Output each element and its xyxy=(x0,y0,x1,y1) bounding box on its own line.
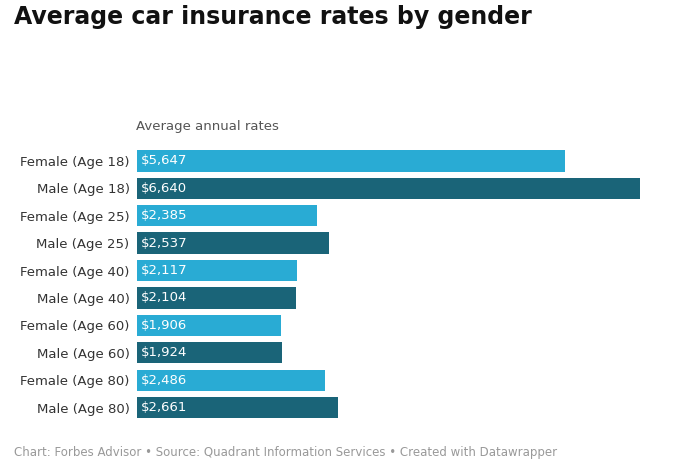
Bar xyxy=(136,315,281,336)
Bar xyxy=(136,342,282,363)
Bar xyxy=(136,397,338,418)
Bar xyxy=(136,205,317,226)
Bar xyxy=(136,260,297,281)
Text: Average car insurance rates by gender: Average car insurance rates by gender xyxy=(14,5,532,29)
Bar xyxy=(136,178,640,199)
Text: $2,117: $2,117 xyxy=(141,264,188,277)
Text: Average annual rates: Average annual rates xyxy=(136,120,279,133)
Text: $5,647: $5,647 xyxy=(141,154,188,167)
Text: $6,640: $6,640 xyxy=(141,182,187,195)
Text: $2,486: $2,486 xyxy=(141,374,188,387)
Bar xyxy=(136,370,325,391)
Bar xyxy=(136,233,329,254)
Text: $2,385: $2,385 xyxy=(141,209,188,222)
Bar xyxy=(136,287,296,308)
Text: $1,906: $1,906 xyxy=(141,319,188,332)
Text: $2,661: $2,661 xyxy=(141,401,188,414)
Text: $1,924: $1,924 xyxy=(141,346,188,359)
Text: $2,104: $2,104 xyxy=(141,291,188,304)
Bar xyxy=(136,150,565,171)
Text: $2,537: $2,537 xyxy=(141,237,188,250)
Text: Chart: Forbes Advisor • Source: Quadrant Information Services • Created with Dat: Chart: Forbes Advisor • Source: Quadrant… xyxy=(14,446,557,459)
